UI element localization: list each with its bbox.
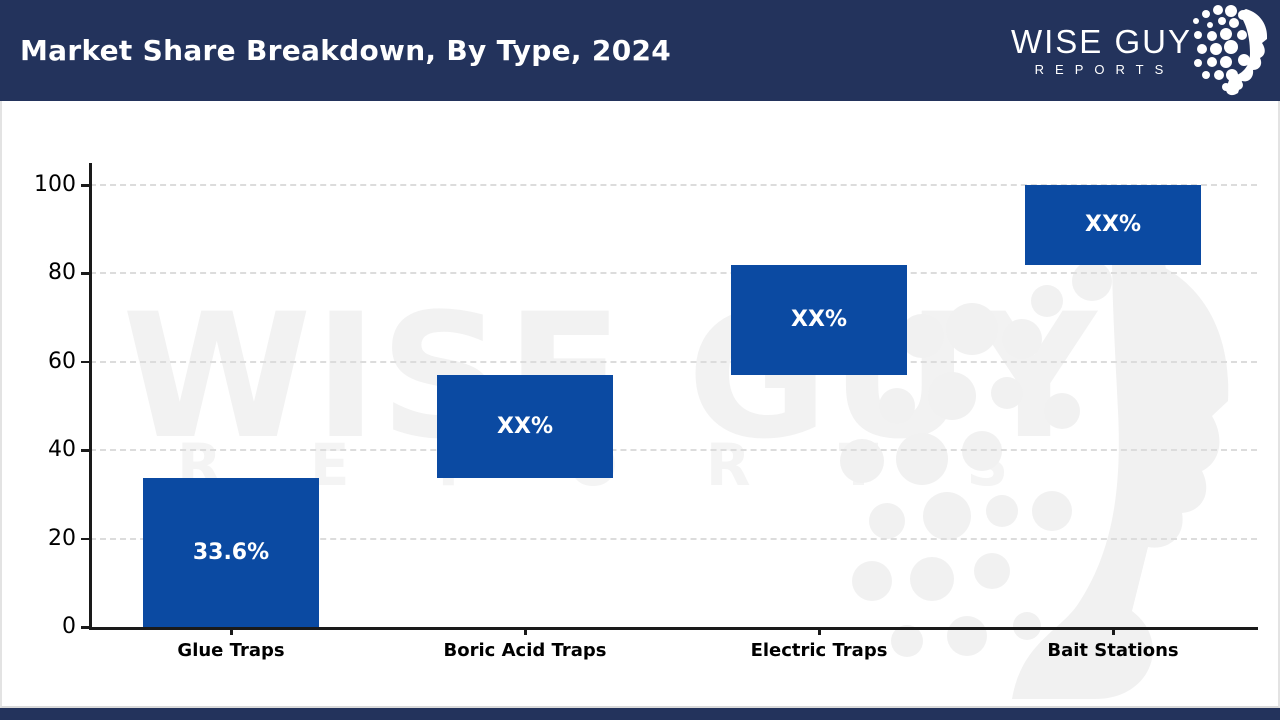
y-axis-tick-mark — [81, 537, 90, 541]
page-title: Market Share Breakdown, By Type, 2024 — [20, 34, 672, 67]
x-axis-line — [89, 627, 1258, 630]
logo-wordmark-line2: REPORTS — [1034, 61, 1175, 77]
logo-wordmark: WISE GUY REPORTS — [1011, 25, 1192, 77]
bar-value-label: XX% — [497, 414, 553, 440]
y-axis-tick-label: 100 — [34, 172, 76, 197]
x-axis-category-label: Electric Traps — [750, 640, 888, 661]
waterfall-bar-boric-acid-traps: XX% — [437, 375, 613, 479]
y-axis-tick-mark — [81, 360, 90, 364]
y-axis-tick-label: 0 — [62, 614, 76, 639]
x-axis-tick-mark — [1112, 627, 1115, 635]
y-axis-tick-mark — [81, 449, 90, 452]
logo-wordmark-line1: WISE GUY — [1010, 22, 1192, 60]
waterfall-bar-bait-stations: XX% — [1025, 185, 1201, 265]
x-axis-category-label: Glue Traps — [177, 640, 285, 661]
y-axis-line — [89, 163, 92, 629]
y-gridline — [90, 449, 1257, 452]
y-axis-tick-label: 20 — [48, 525, 76, 551]
chart-canvas: WISE GUY R E P O R T S 02040608010033.6%… — [0, 101, 1280, 708]
x-axis-tick-mark — [230, 627, 233, 635]
wise-guy-reports-logo: WISE GUY REPORTS — [1011, 4, 1280, 97]
footer-band — [0, 708, 1280, 720]
y-axis-tick-label: 60 — [48, 348, 76, 374]
waterfall-bar-glue-traps: 33.6% — [143, 478, 319, 627]
dotted-head-logo-icon — [1193, 4, 1268, 95]
x-axis-category-label: Bait Stations — [1047, 640, 1179, 661]
x-axis-tick-mark — [818, 627, 821, 635]
y-gridline — [90, 272, 1257, 275]
bar-value-label: XX% — [791, 307, 847, 333]
bar-value-label: 33.6% — [192, 540, 270, 566]
y-gridline — [90, 184, 1257, 186]
y-gridline — [90, 360, 1257, 363]
y-gridline — [90, 537, 1257, 540]
y-axis-tick-mark — [81, 184, 90, 187]
y-axis-tick-mark — [81, 626, 90, 629]
y-axis-tick-label: 40 — [48, 437, 76, 463]
x-axis-tick-mark — [524, 627, 527, 635]
y-axis-tick-mark — [81, 272, 90, 275]
watermark-dotted-head-icon — [840, 247, 1229, 700]
header-band: Market Share Breakdown, By Type, 2024 WI… — [0, 0, 1280, 101]
x-axis-category-label: Boric Acid Traps — [443, 640, 607, 661]
y-axis-tick-label: 80 — [48, 260, 76, 286]
waterfall-bar-electric-traps: XX% — [731, 264, 907, 376]
bar-value-label: XX% — [1085, 212, 1141, 238]
